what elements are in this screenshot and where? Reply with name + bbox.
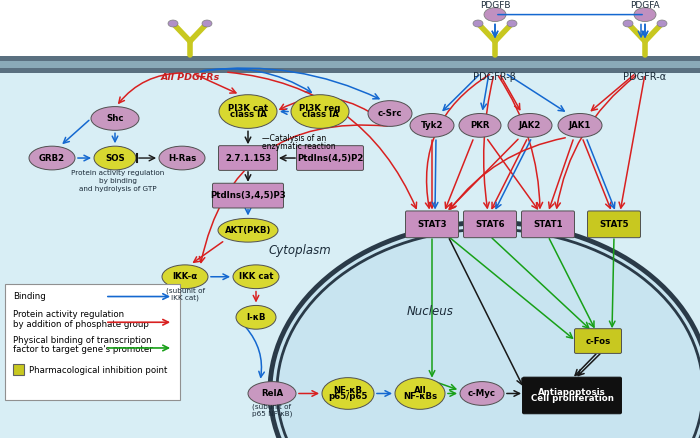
Text: STAT6: STAT6 bbox=[475, 220, 505, 229]
Bar bbox=[0, 56, 700, 61]
Ellipse shape bbox=[202, 20, 212, 27]
Text: PI3K cat: PI3K cat bbox=[228, 104, 268, 113]
Ellipse shape bbox=[248, 381, 296, 405]
Ellipse shape bbox=[322, 378, 374, 409]
Ellipse shape bbox=[29, 146, 75, 170]
Ellipse shape bbox=[395, 378, 445, 409]
Text: p65 NF-κB): p65 NF-κB) bbox=[252, 410, 292, 417]
FancyBboxPatch shape bbox=[213, 183, 284, 208]
Ellipse shape bbox=[219, 95, 277, 128]
Text: Shc: Shc bbox=[106, 114, 124, 123]
Text: PKR: PKR bbox=[470, 121, 490, 130]
Text: PI3K reg: PI3K reg bbox=[300, 104, 341, 113]
FancyBboxPatch shape bbox=[297, 146, 363, 170]
Text: Cytoplasm: Cytoplasm bbox=[269, 244, 331, 257]
Text: (subunit of: (subunit of bbox=[165, 288, 204, 294]
FancyBboxPatch shape bbox=[522, 211, 575, 238]
Ellipse shape bbox=[94, 146, 136, 170]
Ellipse shape bbox=[410, 113, 454, 137]
Text: RelA: RelA bbox=[261, 389, 283, 398]
Text: JAK1: JAK1 bbox=[569, 121, 591, 130]
Text: factor to target gene's promoter: factor to target gene's promoter bbox=[13, 346, 153, 354]
Text: NF-κBs: NF-κBs bbox=[403, 392, 437, 401]
Ellipse shape bbox=[507, 20, 517, 27]
Text: by binding: by binding bbox=[99, 178, 137, 184]
Bar bbox=[0, 5, 700, 56]
Ellipse shape bbox=[459, 113, 501, 137]
FancyBboxPatch shape bbox=[463, 211, 517, 238]
Text: class IA: class IA bbox=[230, 110, 267, 119]
Text: c-Src: c-Src bbox=[378, 109, 402, 118]
Text: GRB2: GRB2 bbox=[39, 154, 65, 162]
Ellipse shape bbox=[484, 7, 506, 21]
Text: Nucleus: Nucleus bbox=[407, 305, 454, 318]
Text: STAT5: STAT5 bbox=[599, 220, 629, 229]
Text: I-κB: I-κB bbox=[246, 313, 266, 322]
Ellipse shape bbox=[657, 20, 667, 27]
Text: Physical binding of transcription: Physical binding of transcription bbox=[13, 336, 152, 345]
FancyBboxPatch shape bbox=[218, 146, 277, 170]
Text: IKK-α: IKK-α bbox=[172, 272, 197, 281]
Text: All PDGFRs: All PDGFRs bbox=[160, 73, 220, 82]
FancyBboxPatch shape bbox=[587, 211, 640, 238]
Text: Tyk2: Tyk2 bbox=[421, 121, 443, 130]
Ellipse shape bbox=[91, 106, 139, 131]
Text: All: All bbox=[414, 386, 426, 395]
Text: H-Ras: H-Ras bbox=[168, 154, 196, 162]
Text: IKK cat): IKK cat) bbox=[171, 294, 199, 301]
Ellipse shape bbox=[159, 146, 205, 170]
Text: (subunit of: (subunit of bbox=[253, 403, 291, 410]
Bar bbox=[5, 284, 180, 400]
Text: Cell proliferation: Cell proliferation bbox=[531, 394, 613, 403]
Ellipse shape bbox=[236, 305, 276, 329]
FancyBboxPatch shape bbox=[405, 211, 458, 238]
Text: PDGFR-β: PDGFR-β bbox=[473, 72, 517, 82]
Text: Pharmacological inhibition point: Pharmacological inhibition point bbox=[29, 366, 167, 375]
Ellipse shape bbox=[162, 265, 208, 289]
Text: c-Myc: c-Myc bbox=[468, 389, 496, 398]
Bar bbox=[13, 364, 24, 374]
Text: enzymatic reaction: enzymatic reaction bbox=[262, 142, 335, 151]
Ellipse shape bbox=[291, 95, 349, 128]
Text: SOS: SOS bbox=[105, 154, 125, 162]
Text: IKK cat: IKK cat bbox=[239, 272, 273, 281]
Text: PDGFA: PDGFA bbox=[630, 1, 660, 10]
Text: PtdIns(3,4,5)P3: PtdIns(3,4,5)P3 bbox=[210, 191, 286, 200]
Ellipse shape bbox=[168, 20, 178, 27]
Text: —Catalysis of an: —Catalysis of an bbox=[262, 134, 326, 143]
Text: Antiapoptosis: Antiapoptosis bbox=[538, 388, 606, 397]
Ellipse shape bbox=[473, 20, 483, 27]
Text: NF-κB: NF-κB bbox=[333, 386, 363, 395]
Text: by addition of phosphate group: by addition of phosphate group bbox=[13, 320, 149, 329]
Bar bbox=[0, 68, 700, 73]
Text: class IA: class IA bbox=[302, 110, 338, 119]
Text: Protein activity regulation: Protein activity regulation bbox=[13, 310, 124, 319]
FancyBboxPatch shape bbox=[575, 328, 622, 353]
Ellipse shape bbox=[460, 381, 504, 405]
Text: 2.7.1.153: 2.7.1.153 bbox=[225, 154, 271, 162]
Text: Binding: Binding bbox=[13, 292, 46, 301]
Text: c-Fos: c-Fos bbox=[585, 336, 610, 346]
Ellipse shape bbox=[508, 113, 552, 137]
Ellipse shape bbox=[634, 7, 656, 21]
Ellipse shape bbox=[233, 265, 279, 289]
Text: AKT(PKB): AKT(PKB) bbox=[225, 226, 271, 235]
Ellipse shape bbox=[368, 101, 412, 127]
Text: PDGFB: PDGFB bbox=[480, 1, 510, 10]
Ellipse shape bbox=[270, 223, 700, 438]
Text: PDGFR-α: PDGFR-α bbox=[624, 72, 666, 82]
Text: PtdIns(4,5)P2: PtdIns(4,5)P2 bbox=[297, 154, 363, 162]
Text: and hydrolysis of GTP: and hydrolysis of GTP bbox=[79, 186, 157, 192]
Ellipse shape bbox=[558, 113, 602, 137]
Ellipse shape bbox=[623, 20, 633, 27]
Text: STAT1: STAT1 bbox=[533, 220, 563, 229]
FancyBboxPatch shape bbox=[522, 377, 622, 414]
Bar bbox=[0, 61, 700, 68]
Text: JAK2: JAK2 bbox=[519, 121, 541, 130]
Text: Protein activity regulation: Protein activity regulation bbox=[71, 170, 164, 176]
Text: p65/p65: p65/p65 bbox=[328, 392, 368, 401]
Text: STAT3: STAT3 bbox=[417, 220, 447, 229]
Ellipse shape bbox=[218, 219, 278, 242]
